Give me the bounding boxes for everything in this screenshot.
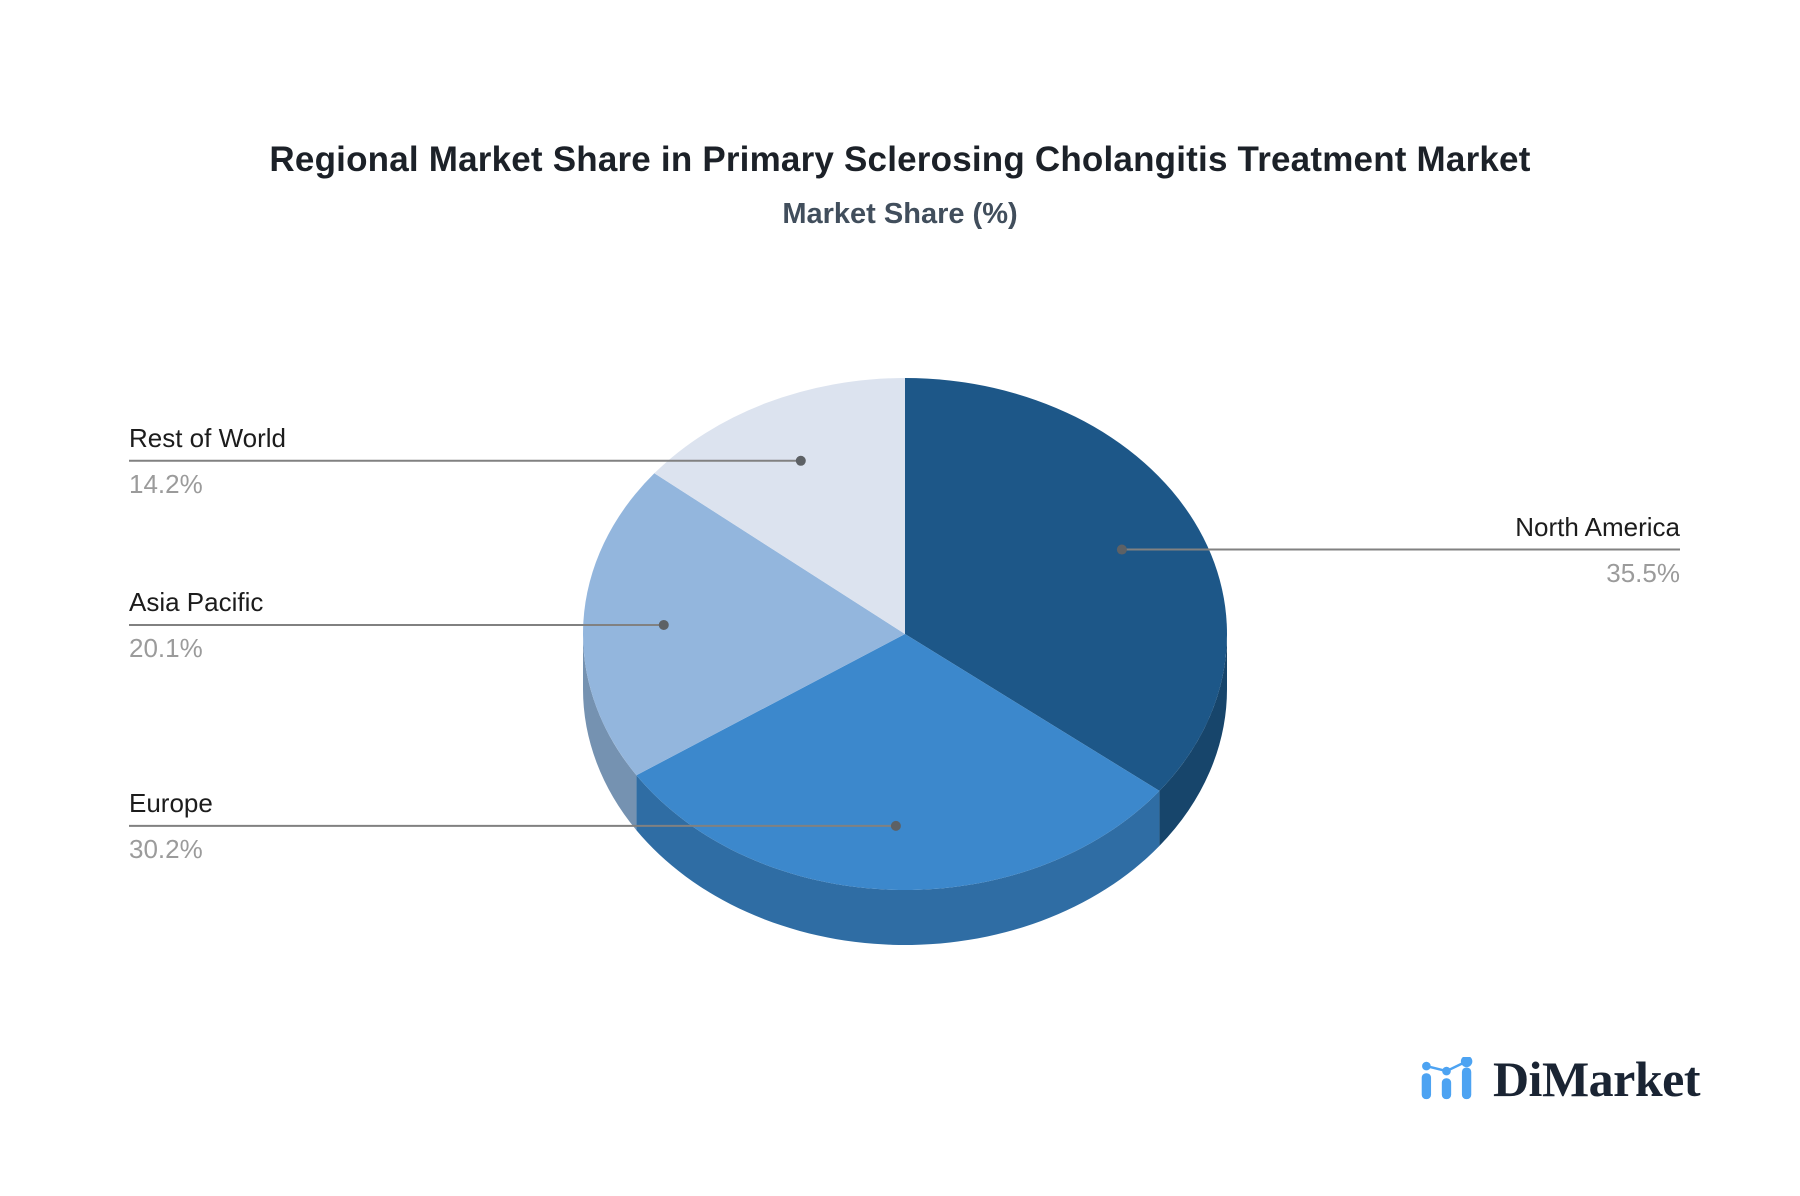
leader-dot (795, 455, 806, 466)
brand-logo: DiMarket (1421, 1044, 1701, 1114)
pie-slice-north-america[interactable] (905, 378, 1228, 791)
pie-slice-rest-of-world[interactable] (654, 378, 905, 634)
chart-title: Regional Market Share in Primary Scleros… (269, 140, 1531, 179)
pie-slice-side-north-america (1159, 634, 1227, 846)
brand-name: DiMarket (1492, 1051, 1701, 1107)
leader-dot (658, 619, 669, 630)
leader-dot (1116, 544, 1127, 555)
bar-chart-logo-icon (1421, 1057, 1473, 1100)
leader-dot (890, 820, 901, 831)
pie-slice-asia-pacific[interactable] (583, 473, 905, 776)
chart-subtitle: Market Share (%) (782, 198, 1018, 230)
pie-slice-side-europe (636, 775, 1160, 946)
pie-slice-side-asia-pacific (583, 634, 637, 831)
